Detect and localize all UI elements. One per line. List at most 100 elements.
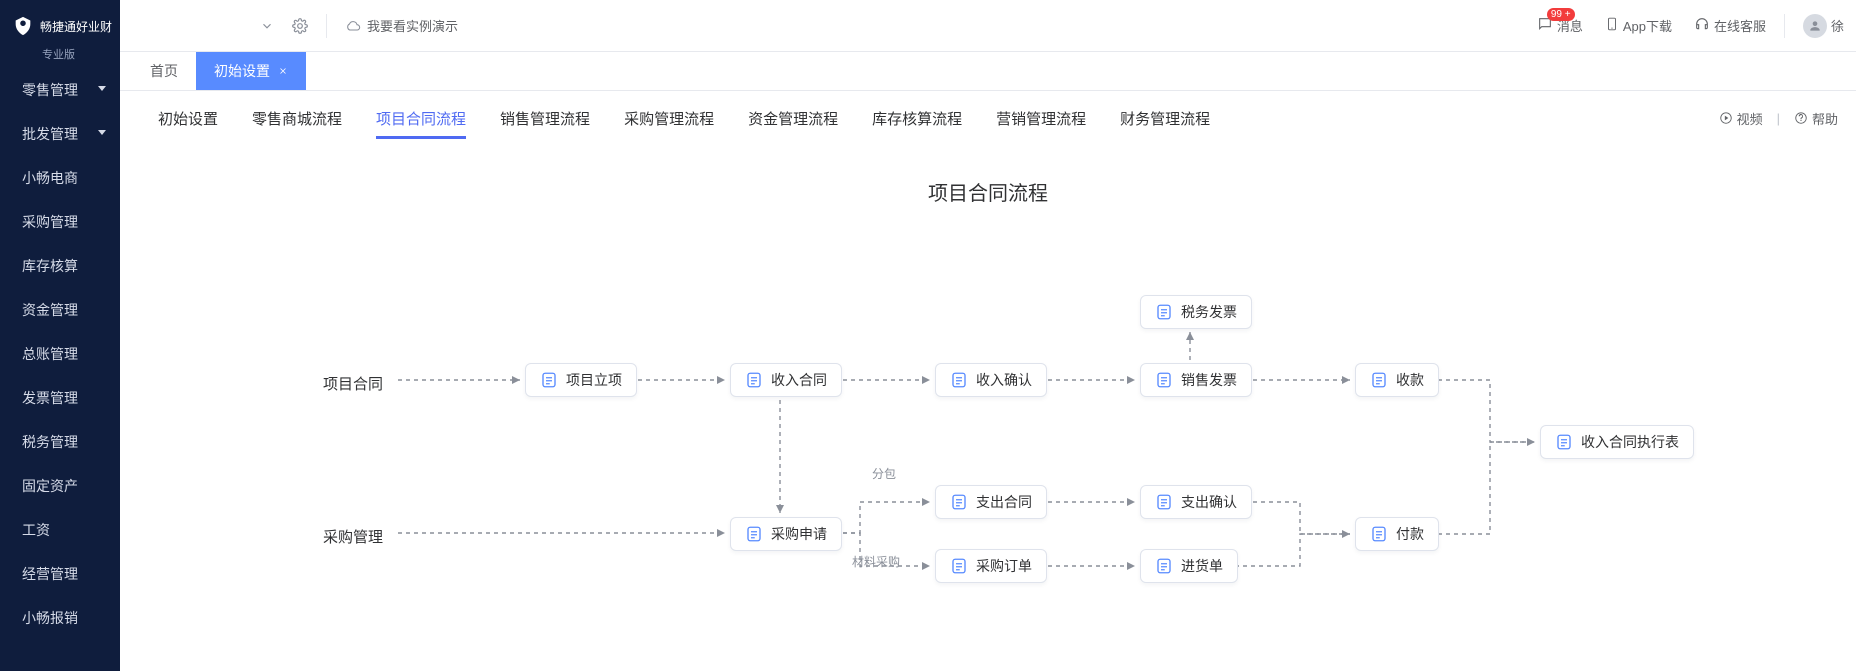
doc-icon xyxy=(950,557,968,575)
sidebar-item[interactable]: 资金管理 xyxy=(0,288,120,332)
doc-icon xyxy=(745,371,763,389)
subtab[interactable]: 财务管理流程 xyxy=(1120,100,1210,137)
divider: | xyxy=(1777,111,1780,126)
divider xyxy=(1784,14,1785,38)
doc-icon xyxy=(1155,303,1173,321)
sidebar-item[interactable]: 税务管理 xyxy=(0,420,120,464)
flow-node[interactable]: 支出合同 xyxy=(935,485,1047,519)
subtab[interactable]: 销售管理流程 xyxy=(500,100,590,137)
sidebar: 畅捷通好业财 专业版 零售管理批发管理小畅电商采购管理库存核算资金管理总账管理发… xyxy=(0,0,120,671)
edge-label: 分包 xyxy=(872,465,896,482)
close-icon[interactable] xyxy=(278,66,288,76)
subtabs: 初始设置零售商城流程项目合同流程销售管理流程采购管理流程资金管理流程库存核算流程… xyxy=(120,91,1856,145)
sidebar-item-label: 总账管理 xyxy=(22,344,78,364)
flow-edges xyxy=(120,145,1856,671)
subtab[interactable]: 项目合同流程 xyxy=(376,100,466,137)
subtab[interactable]: 初始设置 xyxy=(158,100,218,137)
cloud-icon xyxy=(345,18,361,34)
flow-node-label: 收入合同 xyxy=(771,370,827,390)
user-menu[interactable]: 徐 xyxy=(1803,14,1844,38)
sidebar-item-label: 发票管理 xyxy=(22,388,78,408)
flow-node-label: 项目立项 xyxy=(566,370,622,390)
subtab[interactable]: 营销管理流程 xyxy=(996,100,1086,137)
flow-node[interactable]: 收入合同 xyxy=(730,363,842,397)
flow-node-label: 收入确认 xyxy=(976,370,1032,390)
flow-node[interactable]: 项目立项 xyxy=(525,363,637,397)
topbar: 我要看实例演示 消息99 + App下载 在线客服 徐 xyxy=(120,0,1856,52)
video-link[interactable]: 视频 xyxy=(1719,109,1763,128)
sidebar-item[interactable]: 小畅报销 xyxy=(0,596,120,640)
subtab[interactable]: 零售商城流程 xyxy=(252,100,342,137)
sidebar-item[interactable]: 发票管理 xyxy=(0,376,120,420)
flow-node[interactable]: 收入确认 xyxy=(935,363,1047,397)
subtab[interactable]: 资金管理流程 xyxy=(748,100,838,137)
caret-down-icon xyxy=(98,130,106,135)
flow-node-label: 进货单 xyxy=(1181,556,1223,576)
sidebar-item[interactable]: 库存核算 xyxy=(0,244,120,288)
sidebar-item[interactable]: 经营管理 xyxy=(0,552,120,596)
flow-node[interactable]: 税务发票 xyxy=(1140,295,1252,329)
sidebar-item-label: 资金管理 xyxy=(22,300,78,320)
flow-node-label: 销售发票 xyxy=(1181,370,1237,390)
topbar-item-msg[interactable]: 消息99 + xyxy=(1537,16,1583,35)
flow-node-label: 支出确认 xyxy=(1181,492,1237,512)
flow-node[interactable]: 采购订单 xyxy=(935,549,1047,583)
topbar-item-app[interactable]: App下载 xyxy=(1605,16,1672,35)
sidebar-item-label: 采购管理 xyxy=(22,212,78,232)
topbar-item-label: App下载 xyxy=(1623,16,1672,35)
flow-node[interactable]: 销售发票 xyxy=(1140,363,1252,397)
sidebar-item-label: 零售管理 xyxy=(22,80,78,100)
help-text: 帮助 xyxy=(1812,109,1838,128)
sidebar-item-label: 税务管理 xyxy=(22,432,78,452)
flow-node[interactable]: 进货单 xyxy=(1140,549,1238,583)
sidebar-item-label: 工资 xyxy=(22,520,50,540)
doc-icon xyxy=(540,371,558,389)
flow-title: 项目合同流程 xyxy=(928,177,1048,206)
subtab[interactable]: 库存核算流程 xyxy=(872,100,962,137)
topbar-item-hs[interactable]: 在线客服 xyxy=(1694,16,1766,35)
help-link[interactable]: 帮助 xyxy=(1794,109,1838,128)
subtab[interactable]: 采购管理流程 xyxy=(624,100,714,137)
badge: 99 + xyxy=(1547,8,1575,21)
section-label: 项目合同 xyxy=(323,373,383,394)
doc-icon xyxy=(1370,525,1388,543)
doc-icon xyxy=(1370,371,1388,389)
brand-block: 畅捷通好业财 xyxy=(0,0,120,52)
page-tab[interactable]: 首页 xyxy=(132,52,196,90)
main: 我要看实例演示 消息99 +App下载在线客服 徐 首页初始设置 初始设置零售商… xyxy=(120,0,1856,671)
gear-icon[interactable] xyxy=(292,18,308,34)
sidebar-item[interactable]: 批发管理 xyxy=(0,112,120,156)
page-tab[interactable]: 初始设置 xyxy=(196,52,306,90)
flow-node-label: 付款 xyxy=(1396,524,1424,544)
sidebar-item[interactable]: 固定资产 xyxy=(0,464,120,508)
flow-node[interactable]: 付款 xyxy=(1355,517,1439,551)
sidebar-item-label: 固定资产 xyxy=(22,476,78,496)
video-text: 视频 xyxy=(1737,109,1763,128)
flow-node[interactable]: 支出确认 xyxy=(1140,485,1252,519)
flow-node-label: 收款 xyxy=(1396,370,1424,390)
flow-node-label: 税务发票 xyxy=(1181,302,1237,322)
chevron-down-icon[interactable] xyxy=(260,19,274,33)
doc-icon xyxy=(1155,493,1173,511)
sidebar-item[interactable]: 小畅电商 xyxy=(0,156,120,200)
doc-icon xyxy=(1155,371,1173,389)
doc-icon xyxy=(1155,557,1173,575)
avatar-icon xyxy=(1803,14,1827,38)
flow-node[interactable]: 采购申请 xyxy=(730,517,842,551)
sidebar-item[interactable]: 零售管理 xyxy=(0,68,120,112)
sidebar-item[interactable]: 工资 xyxy=(0,508,120,552)
flow-node-label: 收入合同执行表 xyxy=(1581,432,1679,452)
sidebar-item[interactable]: 采购管理 xyxy=(0,200,120,244)
flow-node[interactable]: 收款 xyxy=(1355,363,1439,397)
sidebar-item-label: 经营管理 xyxy=(22,564,78,584)
edge-label: 材料采购 xyxy=(852,553,900,570)
demo-text: 我要看实例演示 xyxy=(367,16,458,35)
demo-link[interactable]: 我要看实例演示 xyxy=(345,16,458,35)
doc-icon xyxy=(745,525,763,543)
divider xyxy=(326,14,327,38)
flow-node[interactable]: 收入合同执行表 xyxy=(1540,425,1694,459)
sidebar-item[interactable]: 总账管理 xyxy=(0,332,120,376)
caret-down-icon xyxy=(98,86,106,91)
section-label: 采购管理 xyxy=(323,526,383,547)
flow-canvas: 项目合同流程 项目合同采购管理 分包材料采购 项目立项 收入合同 收入确认 销售发票 税务发… xyxy=(120,145,1856,671)
